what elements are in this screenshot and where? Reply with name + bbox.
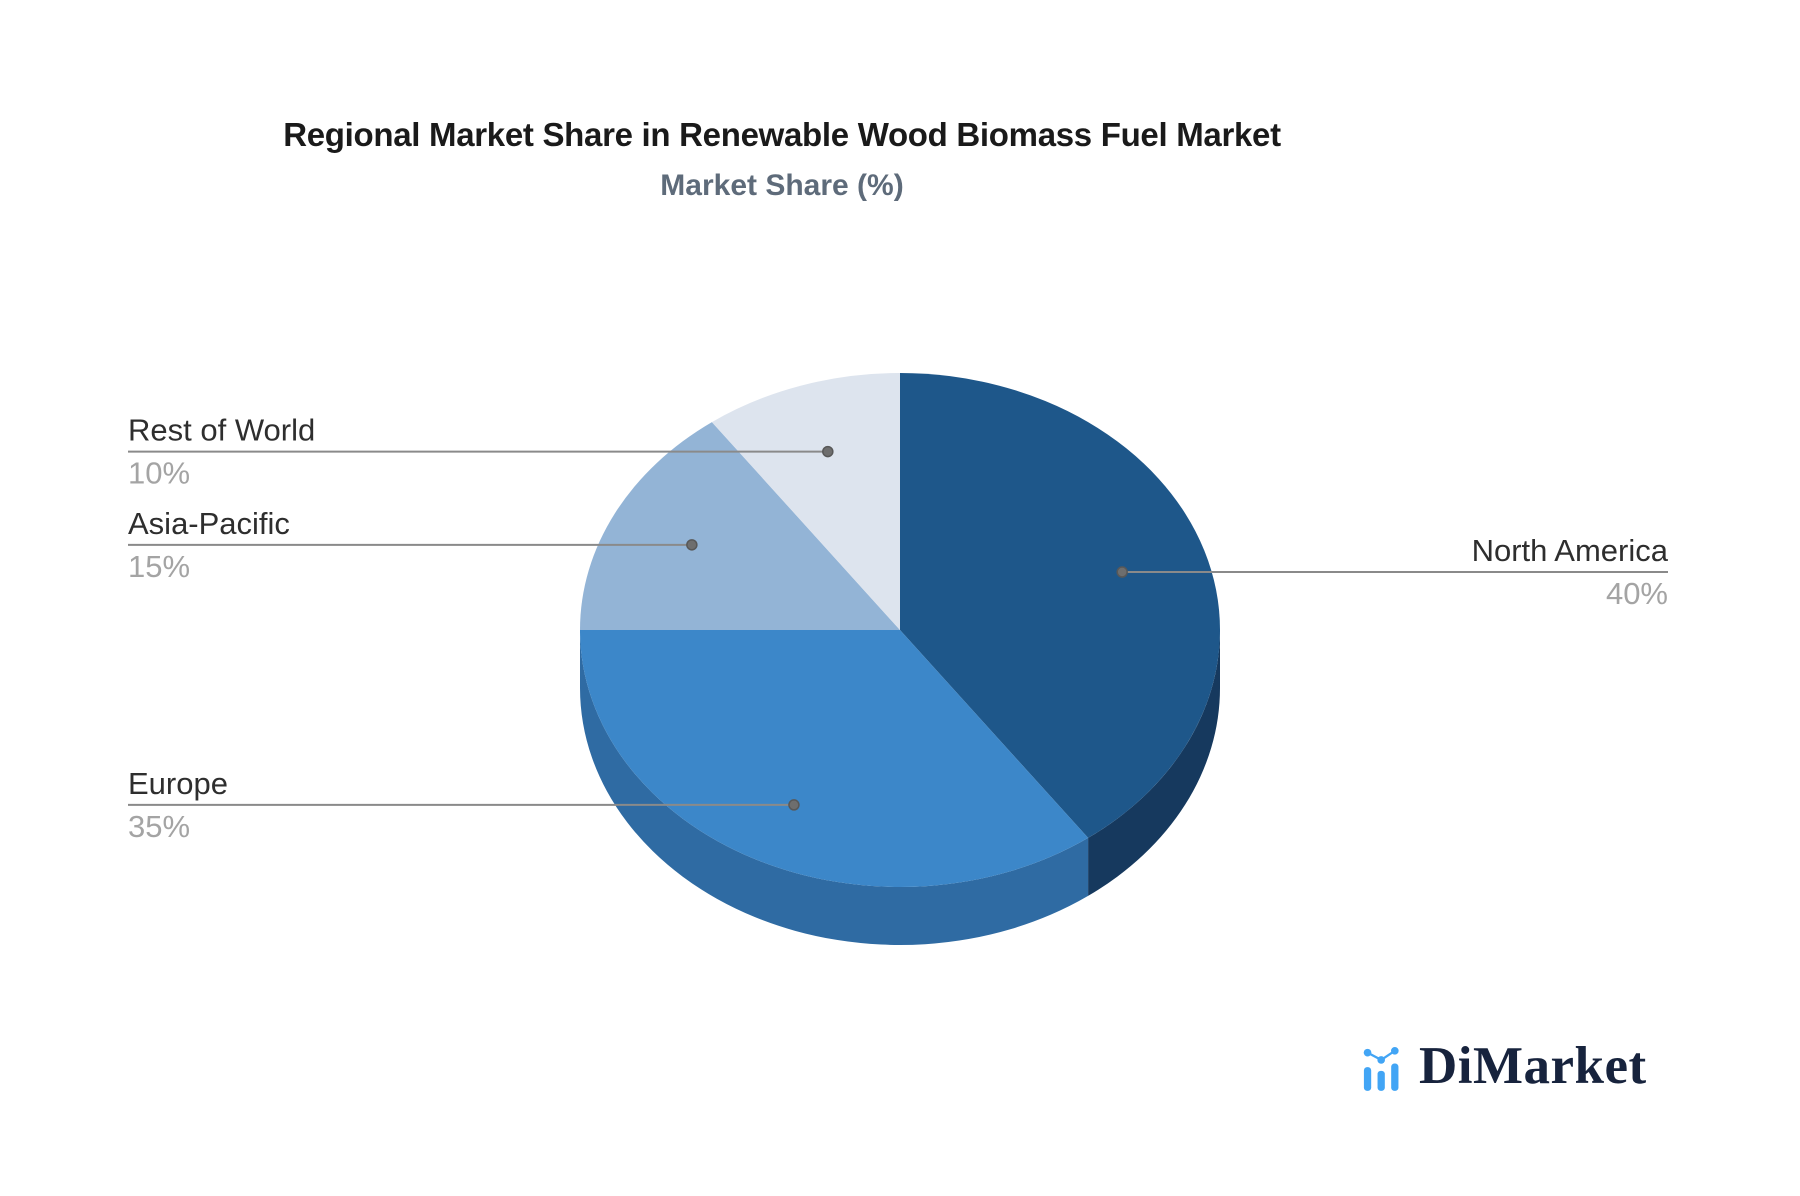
pie-slice-rest-of-world[interactable] [711, 373, 900, 630]
dimarket-logo: DiMarket [1363, 1040, 1647, 1093]
dimarket-logo-text: DiMarket [1419, 1037, 1647, 1095]
chart-header: Regional Market Share in Renewable Wood … [0, 116, 1564, 203]
slice-label-europe: Europe [128, 766, 228, 801]
slice-value-rest-of-world: 10% [128, 456, 190, 491]
slice-value-north-america: 40% [1606, 576, 1668, 611]
bar-chart-sparkline-icon [1363, 1047, 1399, 1091]
pie-depth-north-america [1088, 630, 1220, 896]
slice-label-rest-of-world: Rest of World [128, 413, 315, 448]
callout-dot-rest-of-world [822, 445, 834, 458]
bar [1391, 1063, 1399, 1091]
slice-label-north-america: North America [1472, 533, 1669, 568]
pie-slice-north-america[interactable] [900, 373, 1221, 838]
chart-title: Regional Market Share in Renewable Wood … [283, 116, 1281, 153]
callout-dot-north-america [1116, 566, 1128, 578]
sparkline-dot [1391, 1047, 1399, 1055]
pie-slice-asia-pacific[interactable] [580, 422, 900, 630]
callout-dot-asia-pacific [686, 539, 698, 551]
sparkline-dot [1377, 1056, 1385, 1064]
slice-label-asia-pacific: Asia-Pacific [128, 506, 290, 541]
slice-value-asia-pacific: 15% [128, 549, 190, 584]
sparkline-dot [1363, 1048, 1372, 1057]
slice-value-europe: 35% [128, 809, 190, 844]
pie-depth-europe [580, 630, 1089, 946]
chart-subtitle: Market Share (%) [660, 169, 904, 202]
pie-slice-europe[interactable] [580, 630, 1089, 888]
callout-dot-europe [788, 799, 800, 811]
bar [1363, 1067, 1372, 1091]
bar [1377, 1070, 1385, 1091]
